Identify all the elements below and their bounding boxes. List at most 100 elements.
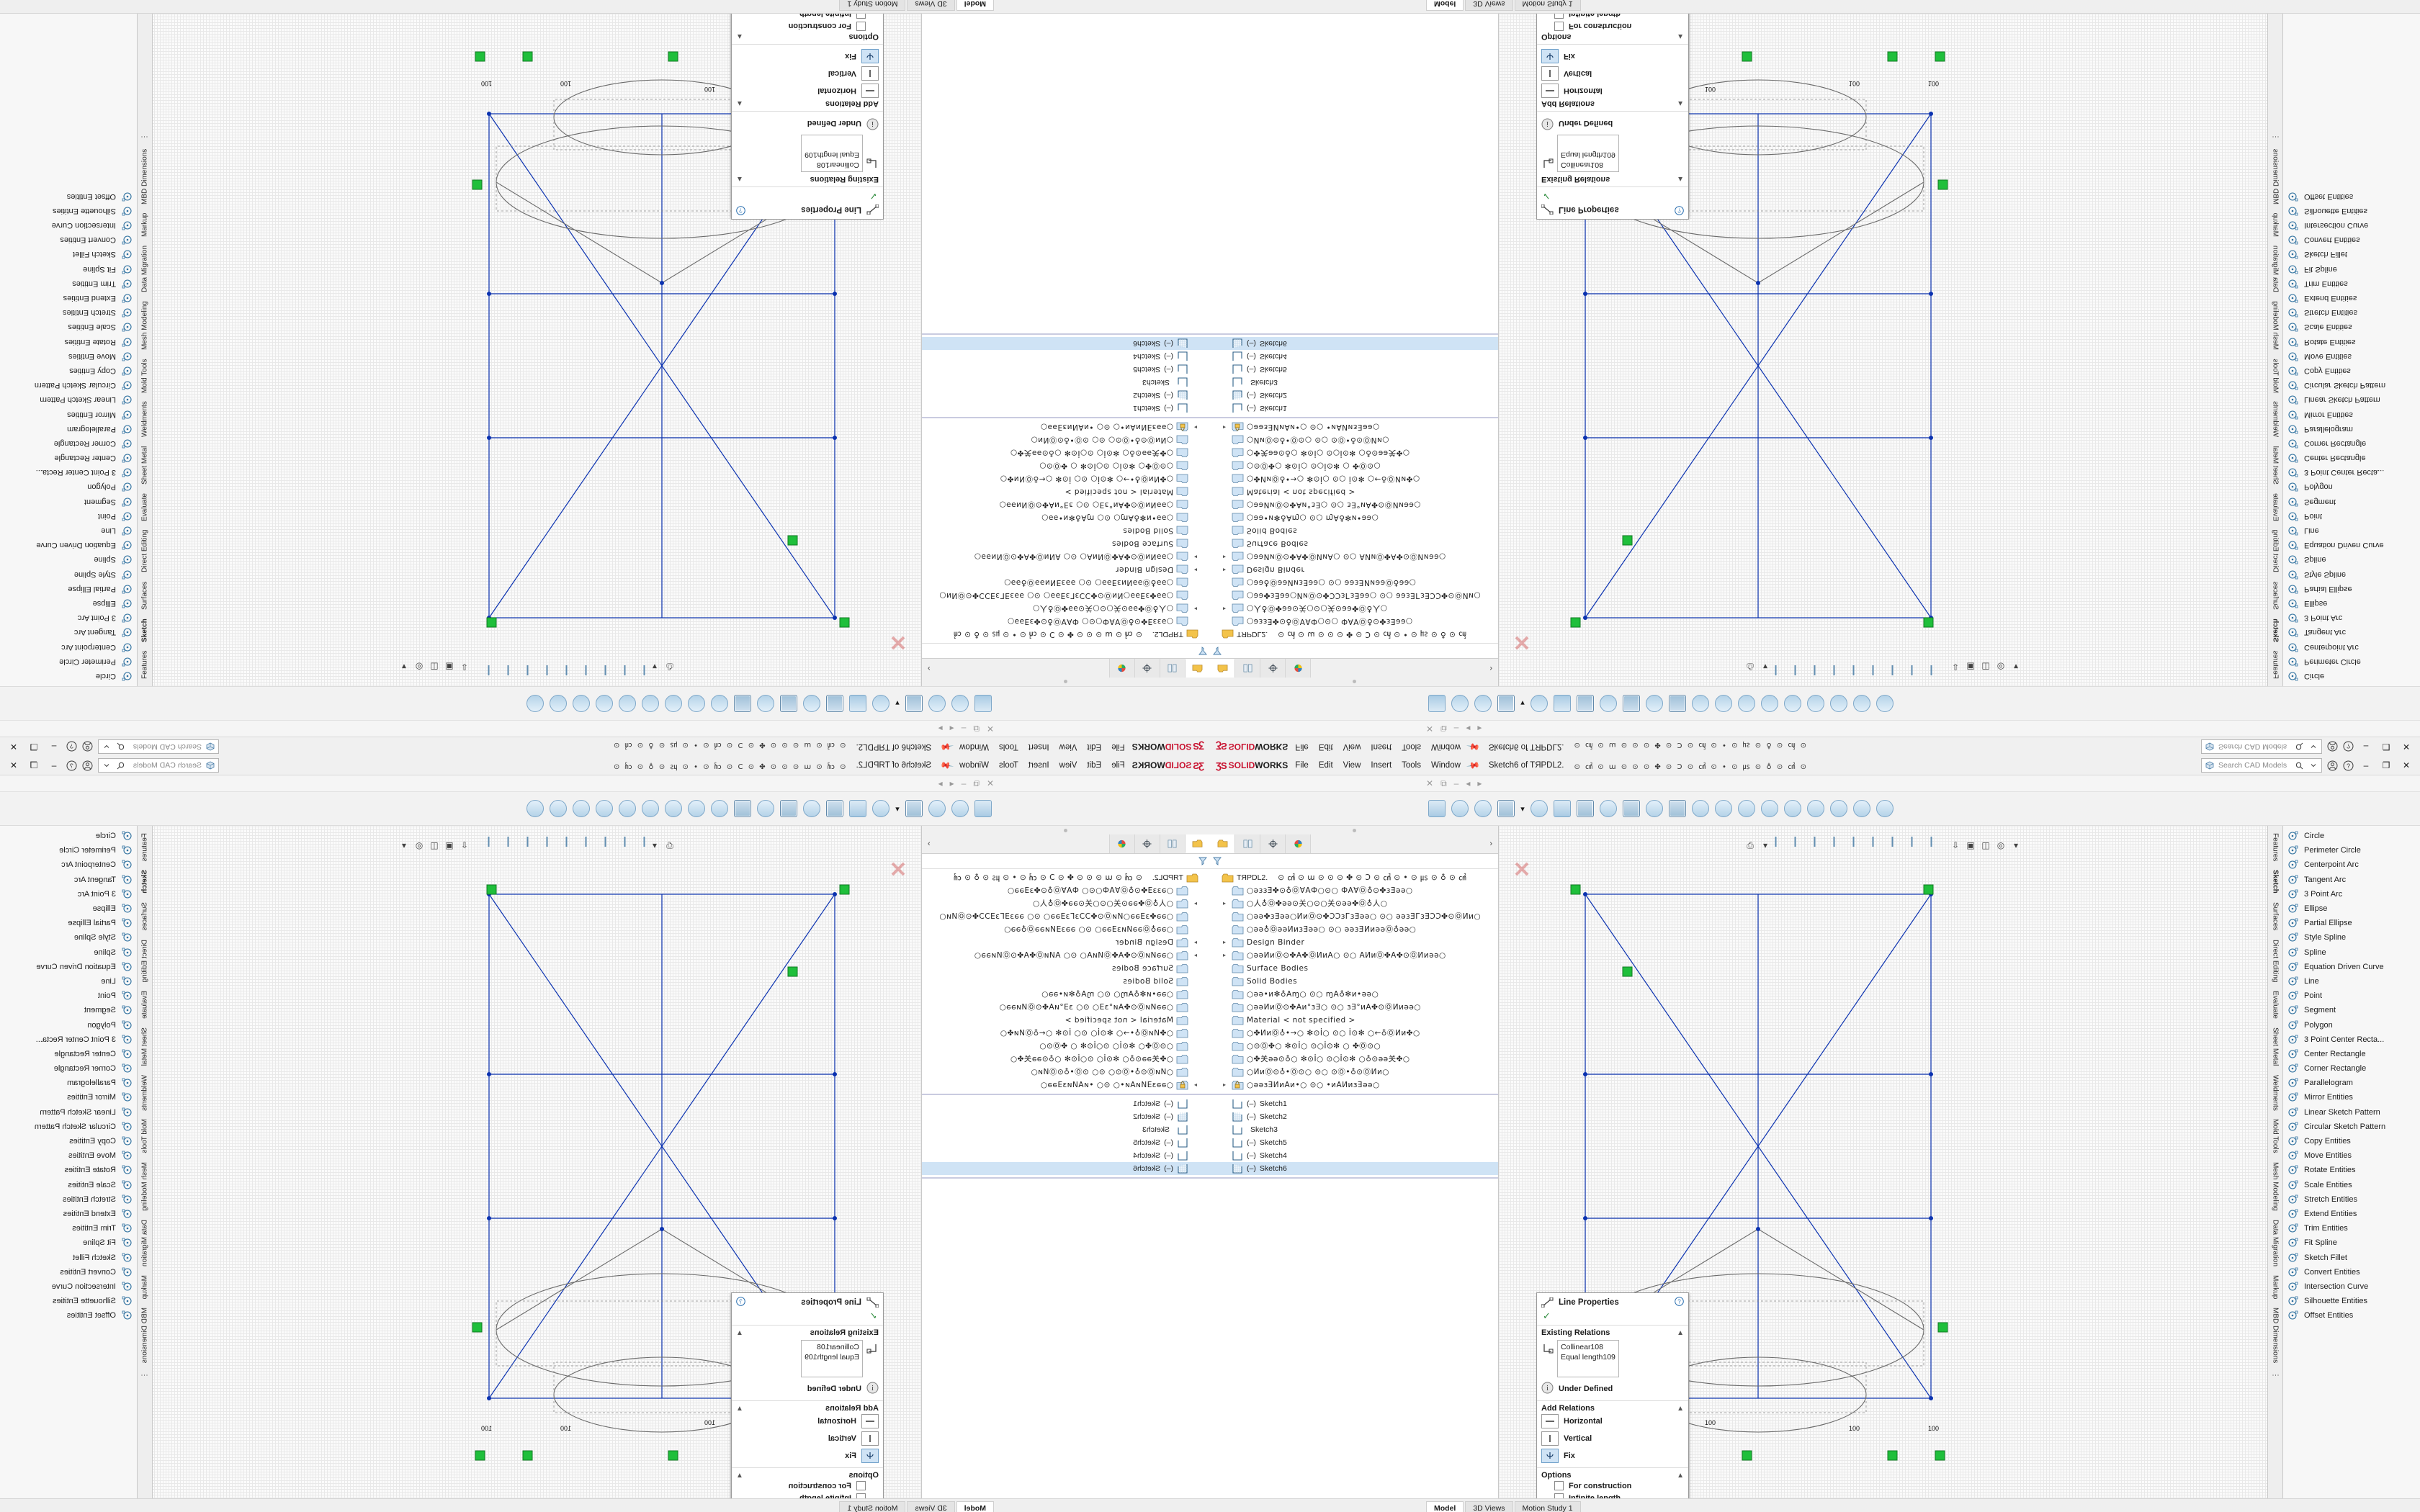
rollback-bar-bottom[interactable] [1210,1177,1498,1179]
tree-item-10[interactable]: Material < not specified > [1210,485,1498,498]
sketch-node-list[interactable]: (–) Sketch1 (–) Sketch2 Sketch3 (–) Sketch5 (–)… [1210,337,1498,415]
menu-window[interactable]: Window [1431,761,1461,770]
sketch-tool-ellipse[interactable]: Ellipse [2283,901,2420,916]
sketch-ok-icon[interactable]: ⧉ [973,724,980,734]
cmd-smart-dimension-icon[interactable] [1528,794,1550,823]
tree-item-13[interactable]: ○✤关ǝǝ⊙♁○ ✻⊙İ○ ⊙○İ⊙✻ ○♁⊙ǝǝ关✤○ [1210,446,1498,459]
tree-sketch-sketch2[interactable]: (–) Sketch2 [922,1110,1210,1123]
document-tab-model[interactable]: Model [956,0,994,11]
sketch-tool-segment[interactable]: Segment [2283,495,2420,509]
relation-horizontal[interactable]: Horizontal [1541,1413,1684,1430]
document-tab-3d-views[interactable]: 3D Views [907,1501,955,1512]
sketch-tool-offset-entities[interactable]: Offset Entities [2283,189,2420,204]
dimension-label-3[interactable]: 100 [1849,80,1860,87]
sketch-tool-equation-driven-curve[interactable]: Equation Driven Curve [0,538,137,552]
sketch-tool-circular-sketch-pattern[interactable]: Circular Sketch Pattern [2283,378,2420,392]
tree-item-11[interactable]: ○✤ИиⓄ♁•→○ ✻⊙İ○ ⊙○ İ⊙✻ ○←♁ⓄИи✤○ [1210,472,1498,485]
cmd-dropdown-icon[interactable]: ▾ [1520,804,1525,814]
restore-button[interactable]: ❐ [2382,760,2390,770]
menu-tools[interactable]: Tools [999,742,1018,751]
sketch-tool-perimeter-circle[interactable]: Perimeter Circle [2283,843,2420,858]
menu-file[interactable]: File [1295,761,1309,770]
sketch-tools-flyout[interactable]: Circle Perimeter Circle Centerpoint Arc Tan… [0,14,138,686]
menu-edit[interactable]: Edit [1318,761,1333,770]
tree-node-list[interactable]: ○ǝззƎ✤⊙♁ⓄⱯΑФ○⊙○ ФΑⱯⓄ♁⊙✤зƎǝǝ○ ▸ ○人♁Ⓞ✤ǝǝ⊙关○⊙… [922,420,1210,628]
chevron-down-icon[interactable] [101,741,112,752]
cmd-smart-dimension-icon[interactable] [870,689,892,718]
cmd-quick-snaps-icon[interactable] [1782,794,1803,823]
tab-overflow-icon[interactable]: ⋮ [140,132,149,140]
tree-item-12[interactable]: ○⊙Ⓞ✤○ ✻⊙İ○ ⊙○İ⊙✻ ○ ✤Ⓞ⊙○ [1210,459,1498,472]
relation-vertical[interactable]: Vertical [736,65,879,82]
document-tab-motion-study-1[interactable]: Motion Study 1 [839,0,906,11]
configuration-manager-tab[interactable] [1260,834,1286,853]
view-bottom-icon[interactable] [1872,837,1888,853]
tree-item-15[interactable]: ▸ ○ǝǝзƎИиΑи•○ ⊙○ •иΑИизƎǝǝ○ [922,420,1210,433]
vertical-relation-icon[interactable] [861,1431,879,1446]
sketch-tool-spline[interactable]: Spline [2283,945,2420,960]
command-manager-toolbar[interactable]: ▾ [1210,686,2420,720]
sketch-tool-intersection-curve[interactable]: Intersection Curve [2283,1279,2420,1294]
cmd-convert-entities-icon[interactable] [1597,794,1619,823]
relation-vertical[interactable]: Vertical [736,1430,879,1447]
tree-root[interactable]: TЯPDL2. ⊙ ㎠ ⊙ ɯ ⊙ ⊙ ⊙ ✤ ⊙ Ɔ ⊙ ㎠ ⊙ • ⊙ ㎲ … [922,628,1210,641]
cmd-repair-sketch-icon[interactable] [640,689,661,718]
tab-data-migration[interactable]: Data Migration [2271,246,2280,293]
menu-insert[interactable]: Insert [1028,742,1049,751]
search-input[interactable]: Search CAD Models [98,758,219,773]
tree-item-2[interactable]: ○ǝǝ✤зƎǝǝ○ИиⓄ⊙✤ƆƆзГзƎǝǝ○ ⊙○ ǝǝзƎГзƎƆƆ✤⊙ⓄИ… [922,589,1210,602]
tree-item-5[interactable]: ▸ ○ǝǝИиⓄ⊙✤Α✤ⓄИиΑ○ ⊙○ ΑИиⓄ✤Α✤⊙ⓄИиǝǝ○ [922,550,1210,563]
tab-sheet-metal[interactable]: Sheet Metal [140,446,149,485]
property-manager-tab[interactable] [1235,834,1260,853]
cmd-rapid-sketch-icon[interactable] [1805,794,1827,823]
minimize-button[interactable]: – [51,760,57,770]
sketch-tool-tangent-arc[interactable]: Tangent Arc [0,625,137,639]
menu-insert[interactable]: Insert [1371,761,1392,770]
search-input[interactable]: Search CAD Models [2201,758,2322,773]
restore-button[interactable]: ❐ [2382,742,2390,752]
tab-data-migration[interactable]: Data Migration [140,1219,149,1266]
expand-arrow-icon[interactable]: ▸ [1193,952,1197,958]
sketch-tool-perimeter-circle[interactable]: Perimeter Circle [0,654,137,669]
help-icon[interactable]: ? [66,741,78,752]
sketch-tool-centerpoint-arc[interactable]: Centerpoint Arc [2283,858,2420,872]
tab-mesh-modeling[interactable]: Mesh Modeling [140,1161,149,1211]
tree-sketch-sketch2[interactable]: (–) Sketch2 [922,389,1210,402]
cmd-grid-icon[interactable] [1551,794,1573,823]
cmd-revolved-boss-icon[interactable] [1449,689,1471,718]
pin-icon[interactable]: 📌 [1466,757,1481,773]
menu-bar[interactable]: File Edit View Insert Tools Window [1295,761,1461,770]
cmd-revolved-boss-icon[interactable] [1449,794,1471,823]
sketch-tool-equation-driven-curve[interactable]: Equation Driven Curve [0,960,137,974]
horizontal-relation-icon[interactable] [1541,1414,1559,1428]
relation-vertical[interactable]: Vertical [1541,1430,1684,1447]
cmd-dropdown-icon[interactable]: ▾ [1520,698,1525,708]
sketch-tool-mirror-entities[interactable]: Mirror Entities [0,407,137,421]
tree-item-8[interactable]: ○ǝǝ•и✻♁Αɱ○ ⊙○ ɱΑ♁✻и•ǝǝ○ [922,988,1210,1001]
cmd-offset-entities-icon[interactable] [778,794,799,823]
tab-direct-editing[interactable]: Direct Editing [2271,529,2280,573]
sketch-tool-partial-ellipse[interactable]: Partial Ellipse [2283,582,2420,596]
chevron-right-icon[interactable]: › [928,840,931,848]
sketch-tool-copy-entities[interactable]: Copy Entities [0,364,137,378]
relation-item-0[interactable]: Collinear108 [817,1343,859,1351]
relation-fix[interactable]: Fix [1541,1447,1684,1464]
tab-overflow-icon[interactable]: ⋮ [2271,132,2280,140]
menu-file[interactable]: File [1111,761,1125,770]
sketch-tool-rotate-entities[interactable]: Rotate Entities [2283,335,2420,349]
for-construction-checkbox[interactable] [1554,1481,1564,1490]
tree-item-11[interactable]: ○✤ИиⓄ♁•→○ ✻⊙İ○ ⊙○ İ⊙✻ ○←♁ⓄИи✤○ [1210,1027,1498,1040]
sketch-tool-centerpoint-arc[interactable]: Centerpoint Arc [0,639,137,654]
search-icon[interactable] [2293,760,2305,771]
zoom-to-fit-icon[interactable]: ⎙ [1747,840,1754,850]
tree-item-6[interactable]: Surface Bodies [922,962,1210,975]
sketch-tool-style-spline[interactable]: Style Spline [2283,567,2420,582]
document-tab-3d-views[interactable]: 3D Views [1465,0,1513,11]
minimize-ribbon-icon[interactable]: – [961,778,967,788]
tree-sketch-sketch5[interactable]: (–) Sketch5 [1210,1136,1498,1149]
relation-item-1[interactable]: Equal length109 [805,150,859,159]
tree-item-0[interactable]: ○ǝззƎ✤⊙♁ⓄⱯΑФ○⊙○ ФΑⱯⓄ♁⊙✤зƎǝǝ○ [922,884,1210,897]
sketch-tool-copy-entities[interactable]: Copy Entities [2283,364,2420,378]
green-check-icon[interactable]: ✓ [1543,1310,1551,1321]
sketch-tool-convert-entities[interactable]: Convert Entities [0,233,137,247]
